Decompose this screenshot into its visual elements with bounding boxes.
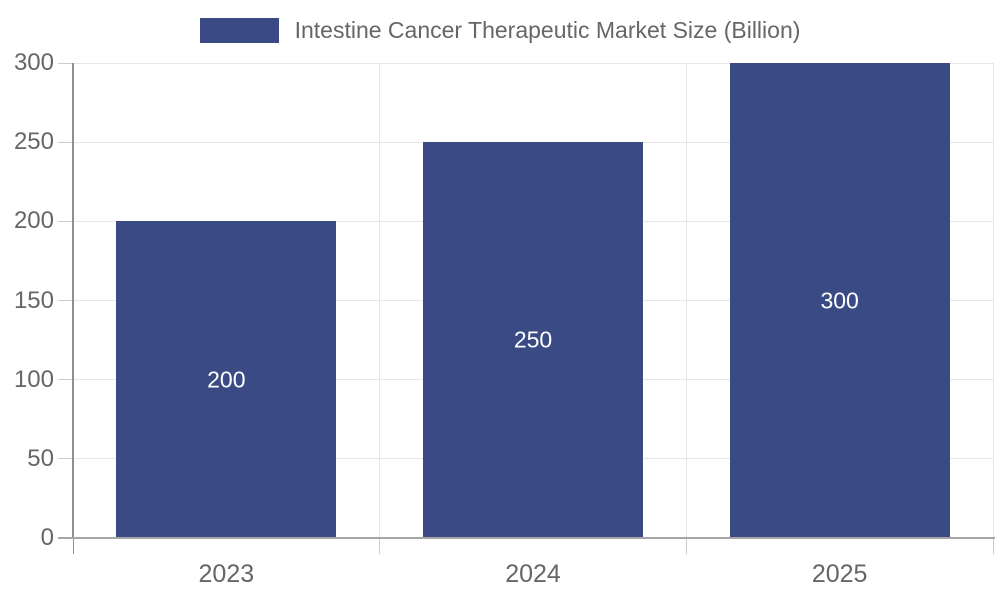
x-axis-tick xyxy=(379,538,381,554)
y-axis-tick-label: 150 xyxy=(13,286,54,314)
y-axis-tick xyxy=(58,300,73,301)
x-axis-tick xyxy=(72,538,74,554)
y-axis-tick-label: 0 xyxy=(40,524,54,551)
bar xyxy=(730,63,950,538)
y-axis-line xyxy=(72,63,74,538)
legend-swatch-icon xyxy=(199,18,279,43)
legend-label: Intestine Cancer Therapeutic Market Size… xyxy=(294,17,801,43)
gridline xyxy=(73,62,993,64)
gridline xyxy=(685,63,687,538)
y-axis-tick-label: 100 xyxy=(13,365,54,393)
y-axis-tick xyxy=(58,62,73,64)
y-axis-tick xyxy=(58,141,73,143)
bar xyxy=(423,142,643,538)
x-axis-tick-label: 2025 xyxy=(811,560,868,588)
x-axis-tick xyxy=(992,538,994,554)
bar-value-label: 250 xyxy=(513,326,553,353)
y-axis-tick-label: 200 xyxy=(13,207,54,235)
gridline xyxy=(992,63,994,538)
y-axis-tick-label: 50 xyxy=(27,444,54,472)
y-axis-tick-label: 250 xyxy=(13,128,54,156)
y-axis-tick-label: 300 xyxy=(13,49,54,76)
y-axis-tick xyxy=(58,458,73,460)
bar-value-label: 200 xyxy=(207,366,246,393)
gridline xyxy=(379,63,381,538)
x-axis-tick xyxy=(685,538,687,554)
bar xyxy=(116,221,336,538)
x-axis-tick-label: 2024 xyxy=(505,560,561,588)
x-axis-tick-label: 2023 xyxy=(198,560,255,588)
y-axis-tick xyxy=(58,379,73,381)
chart-legend: Intestine Cancer Therapeutic Market Size… xyxy=(0,17,1000,44)
bar-value-label: 300 xyxy=(820,287,859,313)
x-axis-line xyxy=(58,537,995,539)
y-axis-tick xyxy=(58,220,73,222)
